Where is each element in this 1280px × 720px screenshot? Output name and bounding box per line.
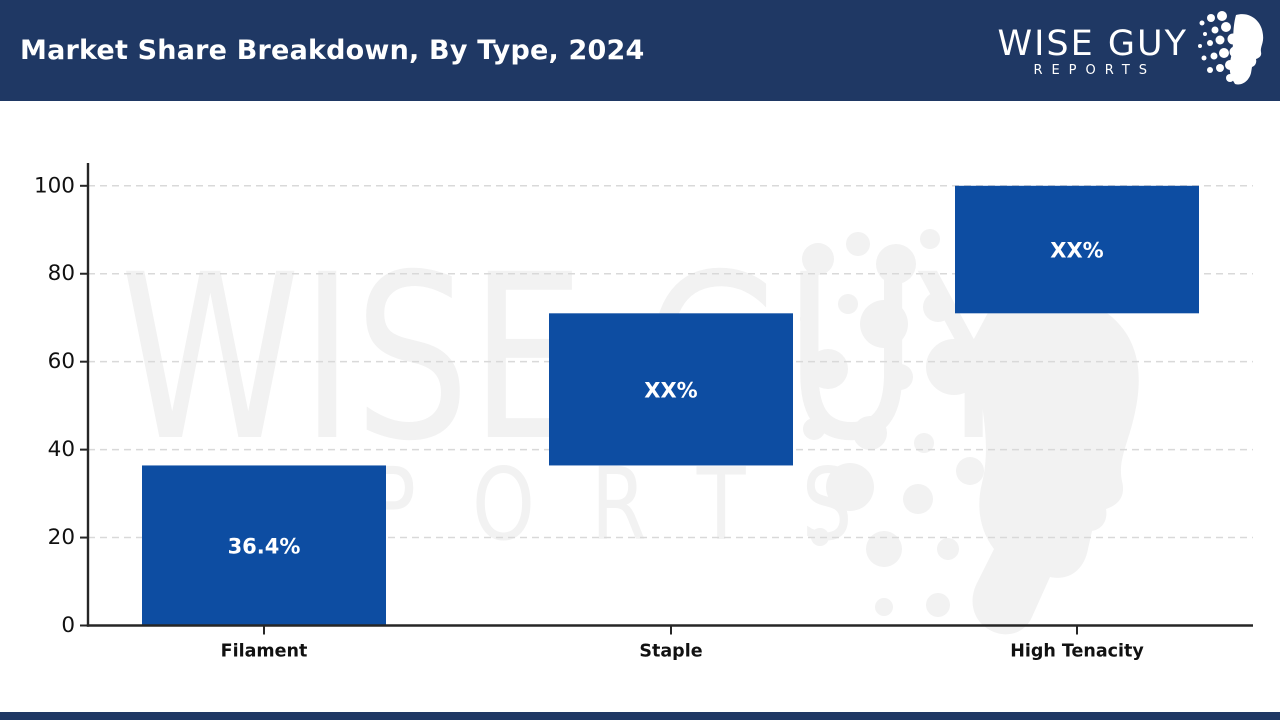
page-title: Market Share Breakdown, By Type, 2024 [20,35,645,66]
y-tick-label: 60 [48,349,75,374]
x-category-label: Filament [221,642,308,662]
y-tick-label: 0 [61,613,75,638]
bar-high-tenacity [955,185,1199,314]
x-category-label: High Tenacity [1010,642,1144,662]
x-category-label: Staple [639,642,702,662]
y-tick-label: 40 [48,437,75,462]
y-tick-label: 20 [48,525,75,550]
y-tick-label: 80 [48,261,75,286]
logo-text: WISE GUY REPORTS [997,23,1188,78]
waterfall-chart: 36.4% XX% XX% 0 20 40 60 80 100 Filament Staple Hig… [34,163,1253,662]
bar-value-label: XX% [644,378,697,402]
bar-filament [142,465,386,626]
bar-staple [549,313,793,466]
bar-value-label: 36.4% [228,534,301,558]
footer-bar [0,712,1280,720]
logo-brand-sub: REPORTS [1033,62,1157,78]
bar-value-label: XX% [1050,239,1103,263]
logo-head-icon [1192,9,1266,93]
header: Market Share Breakdown, By Type, 2024 WI… [0,0,1280,101]
wise-guy-logo: WISE GUY REPORTS [997,9,1266,93]
y-tick-label: 100 [34,173,75,198]
chart-canvas: WISE GUY REPORTS 36.4% XX% XX% 0 20 40 60 80 100… [0,101,1280,712]
logo-brand-name: WISE GUY [997,23,1188,64]
